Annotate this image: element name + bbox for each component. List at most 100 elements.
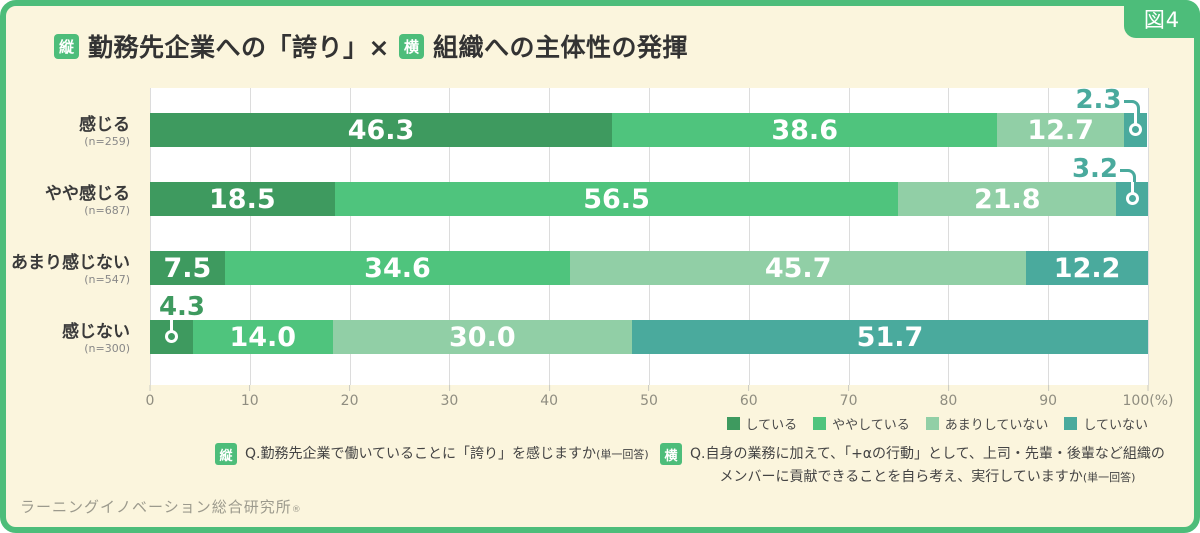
segment-value-label: 12.7 bbox=[1027, 114, 1094, 146]
bar-segment: 14.0 bbox=[192, 320, 333, 354]
bar-segment: 56.5 bbox=[334, 182, 899, 216]
bar-row: 7.5 34.6 45.7 12.2 bbox=[150, 251, 1148, 285]
callout-pin bbox=[169, 320, 173, 332]
callout-label: 3.2 bbox=[1071, 154, 1119, 184]
x-tick-mark bbox=[748, 385, 750, 391]
legend-swatch bbox=[813, 417, 827, 430]
callout-label: 4.3 bbox=[158, 292, 206, 322]
footnote-horizontal: 横 Q.自身の業務に加えて、「+αの行動」として、上司・先輩・後輩など組織の メ… bbox=[660, 443, 1165, 489]
legend-swatch bbox=[925, 417, 939, 430]
callout-donut bbox=[1125, 192, 1139, 205]
bar-segment: 45.7 bbox=[570, 251, 1027, 285]
plot-gridline bbox=[150, 88, 151, 385]
category-n-label: (n=259) bbox=[84, 135, 130, 148]
x-tick-label: 80 bbox=[939, 393, 958, 409]
footnote-line: Q.自身の業務に加えて、「+αの行動」として、上司・先輩・後輩など組織の bbox=[690, 443, 1165, 466]
registered-mark: ® bbox=[291, 505, 302, 515]
callout-pin bbox=[1130, 182, 1134, 194]
x-tick: 60 bbox=[740, 385, 758, 409]
segment-value-label: 7.5 bbox=[163, 252, 212, 284]
legend-swatch bbox=[1064, 417, 1078, 430]
plot-gridline bbox=[449, 88, 451, 385]
vertical-axis-badge: 縦 bbox=[54, 33, 79, 59]
category-n-label: (n=300) bbox=[84, 342, 130, 355]
x-tick-label: 50 bbox=[640, 393, 658, 409]
legend-item: していない bbox=[1064, 414, 1148, 433]
bar-segment: 38.6 bbox=[612, 113, 998, 147]
plot-gridline bbox=[249, 88, 251, 385]
segment-value-label: 18.5 bbox=[209, 183, 276, 215]
x-tick: 40 bbox=[540, 385, 558, 409]
legend-label: ややしている bbox=[832, 418, 910, 433]
bar-segment: 30.0 bbox=[332, 320, 633, 354]
x-tick-mark bbox=[848, 385, 850, 391]
x-tick-label: 60 bbox=[739, 393, 758, 409]
category-name: あまり感じない bbox=[11, 253, 130, 273]
segment-value-label: 45.7 bbox=[764, 252, 832, 284]
legend-item: あまりしていない bbox=[925, 414, 1049, 433]
plot-gridline bbox=[1048, 88, 1050, 385]
footnote-vertical-badge: 縦 bbox=[215, 443, 237, 465]
bar-segment: 51.7 bbox=[632, 320, 1148, 354]
footnote-question: メンバーに貢献できることを自ら考え、実行していますか bbox=[719, 469, 1083, 485]
category-label: あまり感じない (n=547) bbox=[6, 253, 142, 287]
bar-segment: 12.2 bbox=[1026, 251, 1148, 285]
footnote-vertical-text: Q.勤務先企業で働いていることに「誇り」を感じますか(単一回答) bbox=[245, 443, 649, 466]
plot-gridline bbox=[1148, 88, 1149, 385]
bar-segment: 21.8 bbox=[898, 182, 1117, 216]
x-tick: 0 bbox=[145, 385, 155, 409]
category-label: やや感じる (n=687) bbox=[6, 184, 142, 218]
plot-gridline bbox=[848, 88, 850, 385]
legend-label: している bbox=[745, 418, 798, 433]
bar-segment: 34.6 bbox=[224, 251, 571, 285]
legend-item: している bbox=[726, 414, 798, 433]
x-axis: 0 10 20 30 40 50 60 70 80 90 100(%) bbox=[146, 385, 1173, 417]
x-tick-label: 100(%) bbox=[1122, 393, 1174, 409]
x-tick: 100(%) bbox=[1122, 385, 1174, 409]
x-tick: 90 bbox=[1039, 385, 1057, 409]
chart-title-left: 勤務先企業への「誇り」× bbox=[88, 33, 390, 62]
x-tick-label: 20 bbox=[340, 393, 359, 409]
x-tick-label: 90 bbox=[1039, 393, 1058, 409]
segment-value-label: 12.2 bbox=[1053, 252, 1121, 284]
bar-segment: 7.5 bbox=[150, 251, 225, 285]
footnote-question: Q.自身の業務に加えて、「+αの行動」として、上司・先輩・後輩など組織の bbox=[690, 446, 1165, 462]
x-tick-mark bbox=[448, 385, 450, 391]
category-n-label: (n=547) bbox=[84, 273, 130, 286]
x-tick-mark bbox=[349, 385, 351, 391]
segment-value-label: 51.7 bbox=[856, 321, 924, 353]
x-tick: 70 bbox=[840, 385, 858, 409]
bar-segment: 12.7 bbox=[997, 113, 1125, 147]
plot-gridline bbox=[349, 88, 351, 385]
legend-label: あまりしていない bbox=[944, 418, 1049, 433]
segment-value-label: 56.5 bbox=[583, 183, 650, 215]
plot-area: 46.3 38.6 12.7 2.3 18.5 56.5 21.8 3.2 7.5 34.6 45.… bbox=[150, 85, 1149, 385]
footnote-line: メンバーに貢献できることを自ら考え、実行していますか(単一回答) bbox=[690, 466, 1165, 489]
category-name: やや感じる bbox=[45, 184, 130, 204]
segment-value-label: 21.8 bbox=[973, 183, 1041, 215]
figure-tag: 図4 bbox=[1124, 0, 1200, 38]
callout-donut bbox=[164, 330, 178, 343]
category-labels: 感じる (n=259) やや感じる (n=687) あまり感じない (n=547) 感じない… bbox=[6, 88, 142, 385]
x-tick-label: 0 bbox=[145, 393, 155, 409]
category-label: 感じる (n=259) bbox=[6, 115, 142, 149]
plot-gridline bbox=[649, 88, 650, 385]
x-tick-label: 70 bbox=[839, 393, 858, 409]
x-tick-mark bbox=[1147, 385, 1149, 391]
bar-row: 14.0 30.0 51.7 bbox=[150, 320, 1148, 354]
callout-label: 2.3 bbox=[1075, 85, 1122, 115]
x-tick-mark bbox=[947, 385, 949, 391]
legend-item: ややしている bbox=[813, 414, 910, 433]
footnote-horizontal-badge: 横 bbox=[660, 443, 682, 465]
chart-title: 縦 勤務先企業への「誇り」× 横 組織への主体性の発揮 bbox=[54, 28, 688, 64]
x-tick-mark bbox=[648, 385, 650, 391]
category-name: 感じない bbox=[62, 322, 130, 342]
callout-donut bbox=[1129, 123, 1143, 136]
footnote-suffix: (単一回答) bbox=[596, 448, 649, 461]
source-name: ラーニングイノベーション総合研究所 bbox=[20, 498, 292, 516]
callout-pin bbox=[1134, 113, 1138, 125]
x-tick: 10 bbox=[241, 385, 259, 409]
horizontal-axis-badge: 横 bbox=[398, 33, 424, 59]
source-label: ラーニングイノベーション総合研究所® bbox=[20, 496, 302, 517]
